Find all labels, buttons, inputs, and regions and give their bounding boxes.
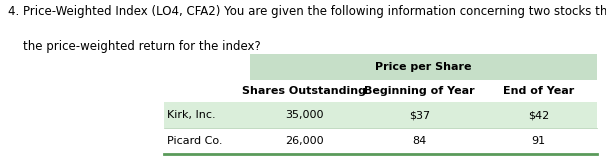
- Bar: [164, 80, 597, 102]
- Text: Price per Share: Price per Share: [375, 62, 472, 72]
- Text: 91: 91: [531, 136, 545, 146]
- Text: Kirk, Inc.: Kirk, Inc.: [167, 110, 215, 120]
- Bar: [164, 102, 597, 128]
- Text: Picard Co.: Picard Co.: [167, 136, 222, 146]
- Text: Beginning of Year: Beginning of Year: [364, 86, 474, 96]
- Text: End of Year: End of Year: [503, 86, 574, 96]
- Text: 84: 84: [412, 136, 427, 146]
- Text: the price-weighted return for the index?: the price-weighted return for the index?: [8, 40, 261, 53]
- Bar: [250, 54, 597, 80]
- Text: 26,000: 26,000: [285, 136, 324, 146]
- Text: 4. Price-Weighted Index (LO4, CFA2) You are given the following information conc: 4. Price-Weighted Index (LO4, CFA2) You …: [8, 5, 606, 18]
- Text: 35,000: 35,000: [285, 110, 324, 120]
- Text: Shares Outstanding: Shares Outstanding: [242, 86, 367, 96]
- Text: $37: $37: [408, 110, 430, 120]
- Bar: [164, 128, 597, 154]
- Text: $42: $42: [528, 110, 549, 120]
